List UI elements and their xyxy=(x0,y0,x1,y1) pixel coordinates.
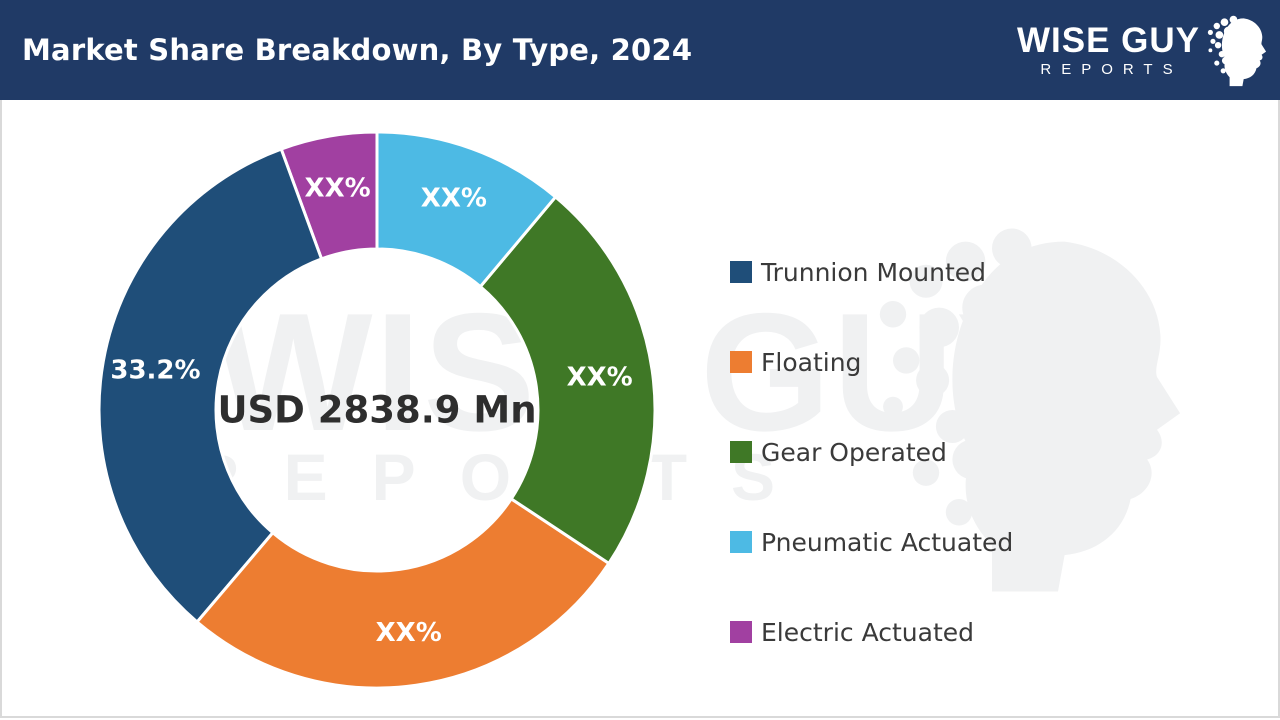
wise-guy-logo: WISE GUY REPORTS xyxy=(1017,11,1268,89)
donut-slice-gear-operated xyxy=(478,195,657,565)
slice-value-label-floating: XX% xyxy=(376,618,442,648)
legend-label: Gear Operated xyxy=(761,437,947,467)
legend-swatch xyxy=(730,531,752,553)
chart-legend: Trunnion Mounted Floating Gear Operated Pne… xyxy=(730,257,1014,647)
legend-item-floating: Floating xyxy=(730,347,1013,377)
slice-value-label-pneumatic-actuated: XX% xyxy=(421,184,487,214)
donut-slice-floating xyxy=(195,497,611,690)
legend-item-gear-operated: Gear Operated xyxy=(730,437,1013,467)
logo-wordmark: WISE GUY xyxy=(1016,21,1200,60)
legend-label: Floating xyxy=(761,347,862,377)
legend-item-electric-actuated: Electric Actuated xyxy=(730,617,1013,647)
slice-value-label-electric-actuated: XX% xyxy=(305,173,371,203)
legend-label: Pneumatic Actuated xyxy=(761,527,1014,557)
donut-slice-pneumatic-actuated xyxy=(375,130,558,289)
legend-swatch xyxy=(730,261,752,283)
legend-label: Electric Actuated xyxy=(761,617,975,647)
logo-subtitle: REPORTS xyxy=(1040,61,1183,78)
slice-value-label-trunnion-mounted: 33.2% xyxy=(110,356,200,386)
content-area: WISE GUY REPORTS XX% 33.2% XX% XX% XX% USD 2… xyxy=(0,100,1280,718)
logo-text: WISE GUY REPORTS xyxy=(1017,23,1200,77)
legend-swatch xyxy=(730,621,752,643)
legend-label: Trunnion Mounted xyxy=(761,257,987,287)
legend-item-trunnion-mounted: Trunnion Mounted xyxy=(730,257,1013,287)
head-dots-icon xyxy=(1207,15,1267,87)
page-title: Market Share Breakdown, By Type, 2024 xyxy=(22,33,693,67)
header-bar: Market Share Breakdown, By Type, 2024 WI… xyxy=(0,0,1280,100)
slice-value-label-gear-operated: XX% xyxy=(567,363,633,393)
donut-slice-trunnion-mounted xyxy=(97,147,324,624)
donut-center-value: USD 2838.9 Mn xyxy=(217,389,536,432)
donut-chart: XX% 33.2% XX% XX% XX% USD 2838.9 Mn xyxy=(97,130,657,690)
watermark-reports: REPORTS xyxy=(192,440,820,514)
legend-swatch xyxy=(730,441,752,463)
legend-item-pneumatic-actuated: Pneumatic Actuated xyxy=(730,527,1014,557)
legend-swatch xyxy=(730,351,752,373)
